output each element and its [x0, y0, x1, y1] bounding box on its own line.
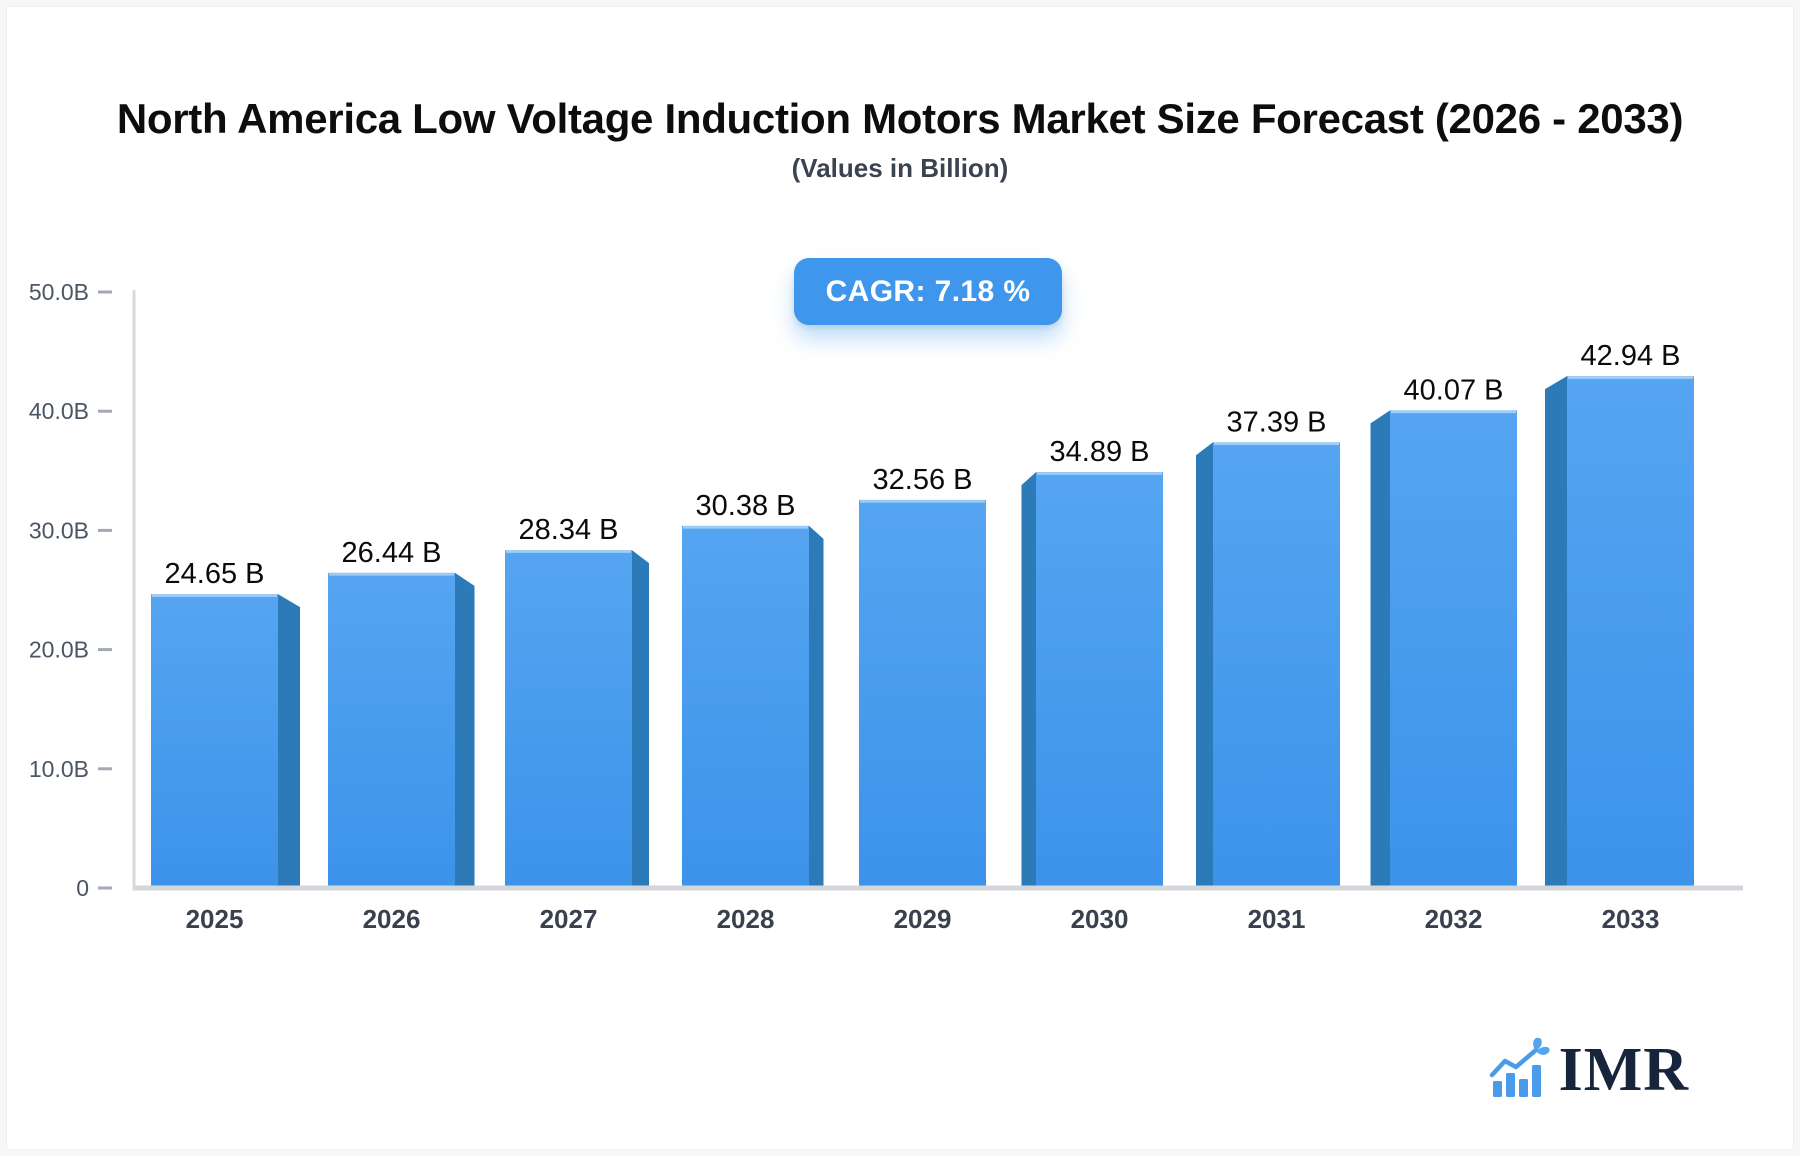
y-tick-label: 0 [76, 875, 89, 901]
brand-logo: IMR [1489, 1037, 1689, 1103]
bar-chart: 24.65 B 2025 26.44 B 2026 28.34 B 2027 30.38 B… [29, 279, 1743, 934]
bar-value-label: 32.56 B [873, 464, 973, 496]
x-tick-label-2032: 2032 [1425, 904, 1483, 934]
bar-value-label: 30.38 B [696, 490, 796, 522]
bar-value-label: 42.94 B [1581, 340, 1681, 372]
y-tick-label: 30.0B [29, 517, 89, 543]
bar-2025 [151, 594, 278, 888]
x-tick-label-2025: 2025 [186, 904, 244, 934]
x-tick-label-2028: 2028 [717, 904, 775, 934]
y-tick-label: 40.0B [29, 398, 89, 424]
bar-2027 [505, 550, 632, 888]
page-title: North America Low Voltage Induction Moto… [116, 95, 1684, 142]
bar-side-2033 [1545, 376, 1567, 888]
x-axis-line [133, 885, 1743, 891]
y-tick-label: 20.0B [29, 637, 89, 663]
bar-side-2027 [632, 550, 649, 888]
bar-value-label: 34.89 B [1050, 436, 1150, 468]
bar-value-label: 24.65 B [165, 558, 265, 590]
x-tick-label-2029: 2029 [894, 904, 952, 934]
bar-side-2028 [809, 525, 824, 888]
x-tick-label-2033: 2033 [1602, 904, 1660, 934]
bar-2031 [1213, 442, 1340, 888]
x-tick-label-2030: 2030 [1071, 904, 1129, 934]
bar-value-label: 37.39 B [1227, 406, 1327, 438]
x-tick-label-2031: 2031 [1248, 904, 1306, 934]
bar-2026 [328, 572, 455, 888]
bar-value-label: 26.44 B [342, 537, 442, 569]
x-tick-label-2026: 2026 [363, 904, 421, 934]
bar-2029 [859, 499, 986, 888]
bar-2028 [682, 525, 809, 888]
bar-side-2026 [455, 572, 475, 888]
bar-chart-leaf-icon [1489, 1037, 1550, 1097]
y-tick-label: 50.0B [29, 279, 89, 305]
y-tick-label: 10.0B [29, 756, 89, 782]
bar-2033 [1567, 376, 1694, 888]
bar-value-label: 40.07 B [1404, 374, 1504, 406]
bar-side-2030 [1021, 472, 1036, 888]
bar-side-2032 [1370, 410, 1390, 888]
chart-card: North America Low Voltage Induction Moto… [6, 6, 1794, 1150]
cagr-badge-label: CAGR: 7.18 % [825, 274, 1031, 308]
bar-2030 [1036, 472, 1163, 888]
page-subtitle: (Values in Billion) [791, 153, 1009, 183]
bar-side-2031 [1196, 442, 1213, 888]
brand-logo-text: IMR [1558, 1036, 1689, 1104]
bar-value-label: 28.34 B [519, 514, 619, 546]
bar-side-2025 [278, 594, 300, 888]
bar-2032 [1390, 410, 1517, 888]
cagr-badge: CAGR: 7.18 % [794, 258, 1062, 325]
x-tick-label-2027: 2027 [540, 904, 598, 934]
